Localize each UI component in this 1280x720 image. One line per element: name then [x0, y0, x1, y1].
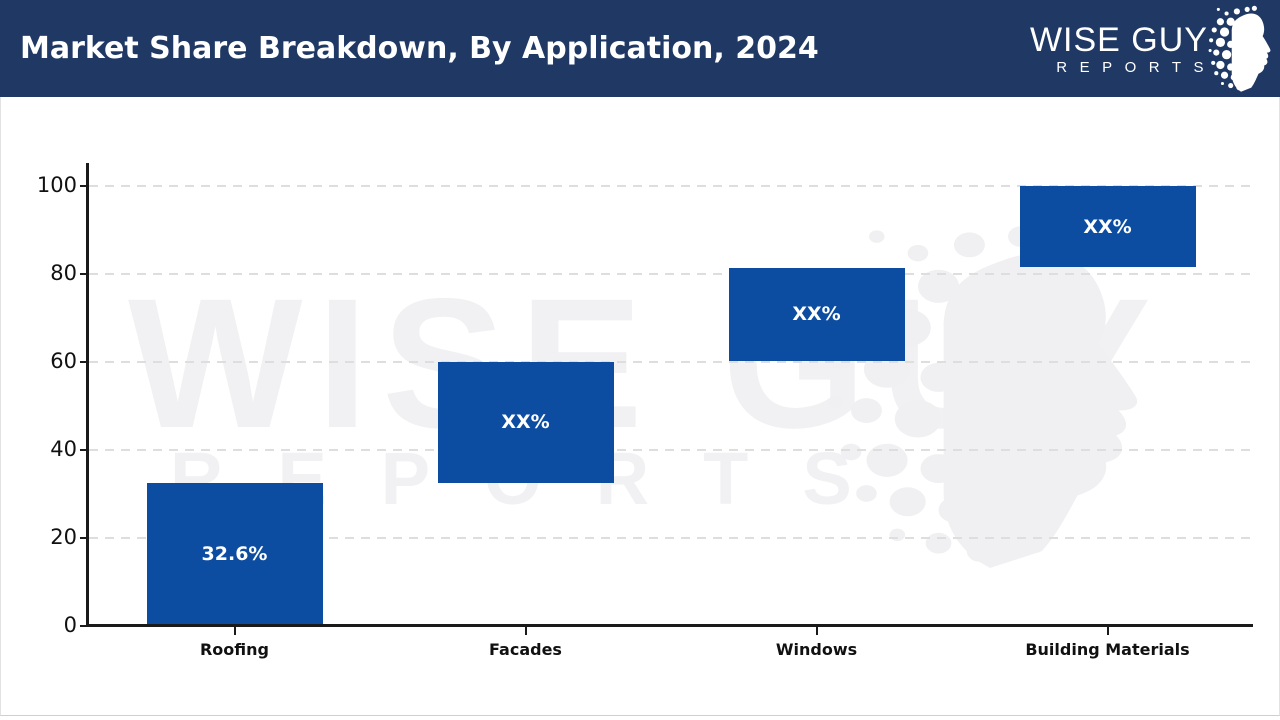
x-axis-label: Roofing [199, 640, 269, 659]
x-axis-tick [815, 627, 818, 635]
x-axis-tick [524, 627, 527, 635]
bar-facades: XX% [437, 362, 614, 483]
y-axis-tick-label: 0 [63, 613, 77, 637]
brand-logo: WISE GUY REPORTS [980, 0, 1280, 97]
gridline [89, 185, 1253, 187]
y-axis-tick [80, 185, 89, 187]
y-axis-tick [80, 361, 89, 363]
brand-logo-name: WISE GUY [1029, 21, 1208, 59]
bar-value-label: XX% [792, 303, 841, 326]
y-axis-tick-label: 20 [50, 525, 77, 549]
x-axis-tick [233, 627, 236, 635]
bar-building-materials: XX% [1019, 186, 1196, 268]
x-axis-tick [1106, 627, 1109, 635]
bar-value-label: XX% [501, 411, 550, 434]
header-bar: Market Share Breakdown, By Application, … [0, 0, 1280, 97]
y-axis [86, 163, 89, 627]
bar-value-label: XX% [1083, 215, 1132, 238]
y-axis-tick [80, 537, 89, 539]
y-axis-tick [80, 625, 89, 627]
y-axis-tick [80, 449, 89, 451]
bar-value-label: 32.6% [201, 543, 268, 566]
dot-profile-head-icon [1208, 5, 1271, 92]
gridline [89, 273, 1253, 275]
y-axis-tick-label: 60 [50, 349, 77, 373]
gridline [89, 537, 1253, 539]
y-axis-tick-label: 80 [50, 261, 77, 285]
x-axis [86, 624, 1253, 627]
x-axis-label: Facades [489, 640, 562, 659]
gridline [89, 361, 1253, 363]
bar-windows: XX% [728, 267, 905, 361]
y-axis-tick-label: 100 [36, 173, 77, 197]
y-axis-tick [80, 273, 89, 275]
chart-title: Market Share Breakdown, By Application, … [20, 31, 819, 66]
y-axis-tick-label: 40 [50, 437, 77, 461]
gridline [89, 449, 1253, 451]
brand-logo-subtitle: REPORTS [1056, 59, 1216, 76]
x-axis-label: Windows [775, 640, 858, 659]
x-axis-label: Building Materials [1025, 640, 1190, 659]
bar-roofing: 32.6% [146, 482, 323, 626]
